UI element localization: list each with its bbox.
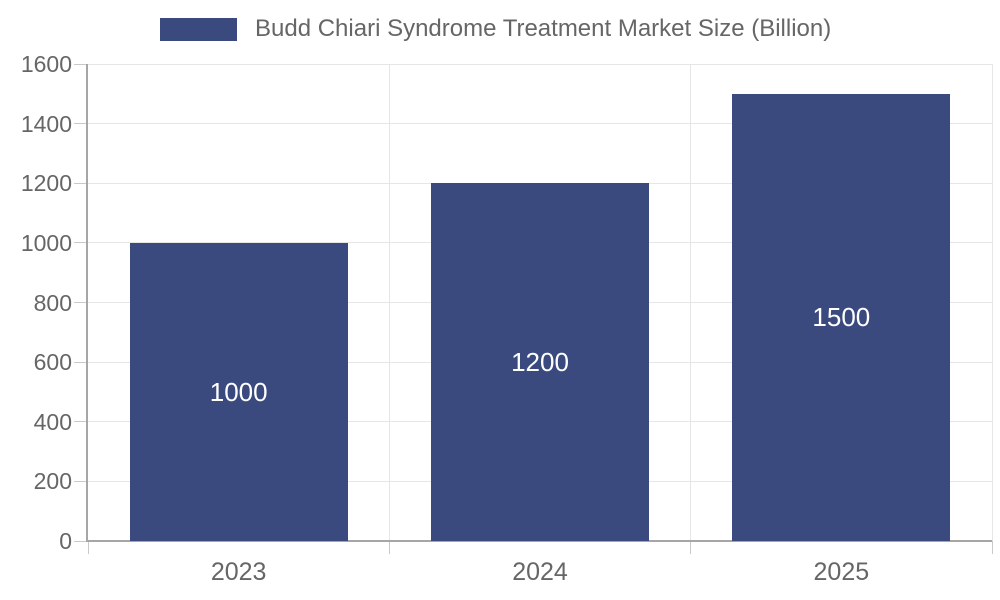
bar: [129, 242, 348, 541]
x-gridline: [991, 64, 993, 541]
bar: [431, 183, 649, 541]
x-tick: [991, 541, 993, 554]
x-tick: [690, 541, 692, 554]
y-tick: [74, 182, 88, 184]
y-tick: [74, 63, 88, 65]
bar-value-label: 1500: [812, 302, 871, 333]
y-axis-label: 1600: [20, 51, 72, 77]
y-axis-label: 200: [33, 468, 72, 495]
y-gridline: [88, 63, 992, 65]
y-axis-label: 1400: [20, 110, 72, 137]
x-axis-label: 2023: [210, 558, 267, 586]
y-axis-label: 1200: [20, 170, 72, 197]
y-tick: [74, 421, 88, 423]
y-axis-label: 800: [33, 289, 72, 316]
y-tick: [74, 540, 88, 542]
y-axis-line: [86, 64, 88, 541]
x-tick: [87, 541, 89, 554]
y-tick: [74, 361, 88, 363]
bar: [732, 93, 951, 541]
y-tick: [74, 480, 88, 482]
bar-value-label: 1000: [209, 376, 268, 407]
bar-value-label: 1200: [511, 347, 569, 378]
y-axis-label: 400: [33, 408, 72, 435]
x-gridline: [690, 64, 692, 541]
x-axis-label: 2024: [512, 558, 568, 586]
x-tick: [388, 541, 390, 554]
legend-label: Budd Chiari Syndrome Treatment Market Si…: [255, 15, 832, 42]
legend: Budd Chiari Syndrome Treatment Market Si…: [160, 14, 831, 44]
y-tick: [74, 302, 88, 303]
legend-swatch: [160, 17, 237, 41]
y-axis-label: 1000: [20, 229, 72, 256]
x-gridline: [388, 64, 390, 541]
x-axis-line: [86, 540, 992, 542]
y-tick: [74, 123, 88, 125]
y-axis-label: 0: [59, 528, 72, 554]
y-tick: [74, 242, 88, 244]
x-axis-label: 2025: [813, 558, 870, 586]
y-gridline: [88, 123, 992, 125]
y-axis-label: 600: [33, 349, 72, 376]
